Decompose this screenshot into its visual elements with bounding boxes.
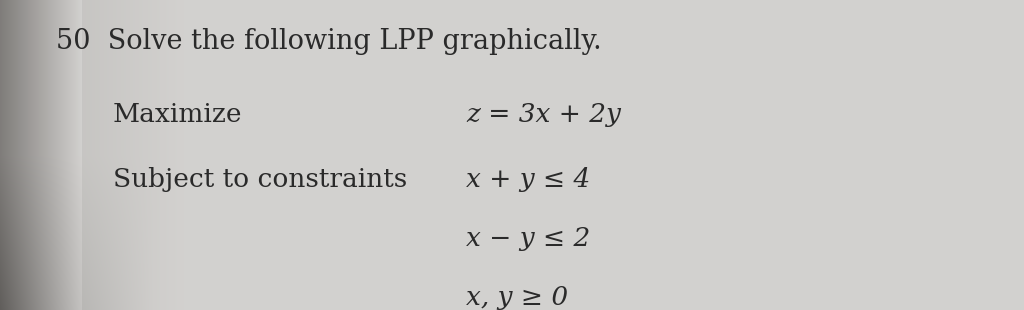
Text: x + y ≤ 4: x + y ≤ 4 xyxy=(466,167,590,193)
Text: 50  Solve the following LPP graphically.: 50 Solve the following LPP graphically. xyxy=(56,28,602,55)
Text: x − y ≤ 2: x − y ≤ 2 xyxy=(466,226,590,251)
Text: x, y ≥ 0: x, y ≥ 0 xyxy=(466,285,568,310)
Text: z = 3x + 2y: z = 3x + 2y xyxy=(466,102,621,127)
Text: Maximize: Maximize xyxy=(113,102,242,127)
Text: Subject to constraints: Subject to constraints xyxy=(113,167,407,193)
